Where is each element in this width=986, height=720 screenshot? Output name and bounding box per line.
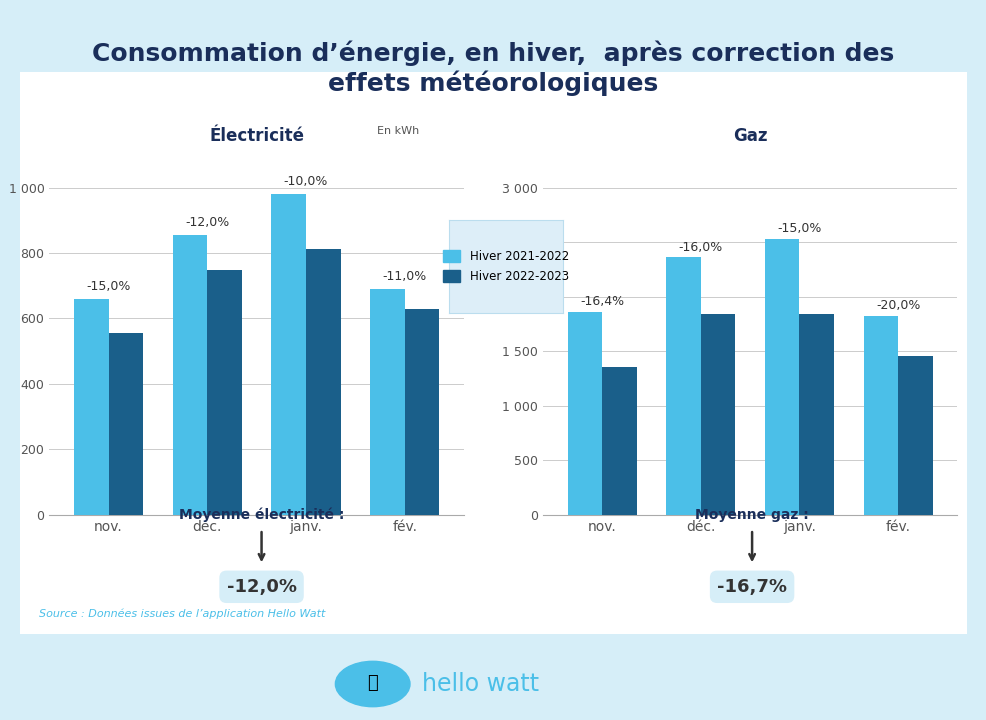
Text: Source : Données issues de l’application Hello Watt: Source : Données issues de l’application… [39, 608, 325, 618]
Text: -11,0%: -11,0% [383, 270, 426, 283]
Text: -10,0%: -10,0% [284, 175, 327, 188]
Text: hello watt: hello watt [422, 672, 539, 696]
Bar [207, 270, 242, 515]
Circle shape [335, 661, 409, 707]
Bar [271, 194, 306, 515]
Bar [799, 314, 833, 515]
Bar [173, 235, 207, 515]
Legend: Hiver 2021-2022, Hiver 2022-2023: Hiver 2021-2022, Hiver 2022-2023 [433, 240, 578, 292]
Text: 💡: 💡 [367, 674, 378, 692]
Title: Gaz: Gaz [733, 127, 766, 145]
Text: -12,0%: -12,0% [185, 216, 229, 229]
Bar [666, 257, 700, 515]
Text: Consommation d’énergie, en hiver,  après correction des
effets météorologiques: Consommation d’énergie, en hiver, après … [93, 41, 893, 96]
Text: -16,7%: -16,7% [717, 577, 786, 596]
Bar [601, 367, 636, 515]
Text: Moyenne électricité :: Moyenne électricité : [178, 508, 344, 522]
Bar [700, 314, 735, 515]
Title: Électricité: Électricité [209, 127, 304, 145]
Text: -20,0%: -20,0% [876, 300, 919, 312]
Text: Moyenne gaz :: Moyenne gaz : [694, 508, 809, 522]
Bar [764, 239, 799, 515]
Text: -12,0%: -12,0% [227, 577, 296, 596]
Bar [863, 316, 897, 515]
Bar [370, 289, 404, 515]
Bar [74, 299, 108, 515]
Bar [306, 249, 340, 515]
Bar [897, 356, 932, 515]
Text: -16,0%: -16,0% [678, 240, 722, 253]
Text: -15,0%: -15,0% [87, 280, 130, 293]
Text: -16,4%: -16,4% [580, 295, 623, 308]
Text: En kWh: En kWh [377, 126, 419, 136]
Bar [567, 312, 601, 515]
Bar [404, 310, 439, 515]
Bar [108, 333, 143, 515]
Text: -15,0%: -15,0% [777, 222, 820, 235]
